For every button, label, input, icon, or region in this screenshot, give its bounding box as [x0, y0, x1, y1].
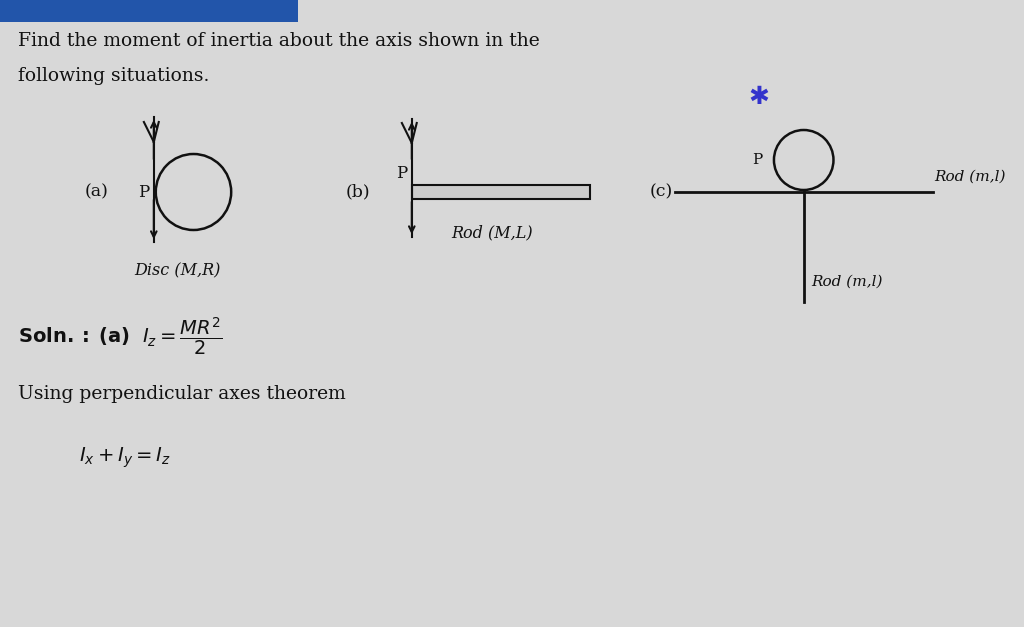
- Text: Using perpendicular axes theorem: Using perpendicular axes theorem: [17, 385, 346, 403]
- Text: Rod (M,L): Rod (M,L): [452, 224, 534, 241]
- Text: Find the moment of inertia about the axis shown in the: Find the moment of inertia about the axi…: [17, 32, 540, 50]
- Text: Rod (m,l): Rod (m,l): [812, 275, 883, 289]
- Text: following situations.: following situations.: [17, 67, 209, 85]
- Text: P: P: [752, 153, 762, 167]
- Text: $I_x + I_y = I_z$: $I_x + I_y = I_z$: [80, 445, 171, 470]
- Text: Rod (m,l): Rod (m,l): [935, 170, 1007, 184]
- Text: $\mathbf{Soln.:}$ $\mathbf{(a)}$  $I_z = \dfrac{MR^2}{2}$: $\mathbf{Soln.:}$ $\mathbf{(a)}$ $I_z = …: [17, 315, 222, 357]
- Text: (c): (c): [650, 184, 673, 201]
- Text: ✱: ✱: [749, 85, 770, 109]
- Text: (a): (a): [84, 184, 109, 201]
- Text: P: P: [395, 165, 407, 182]
- Text: Disc (M,R): Disc (M,R): [134, 262, 220, 279]
- FancyBboxPatch shape: [412, 185, 591, 199]
- FancyBboxPatch shape: [0, 0, 298, 22]
- Text: (b): (b): [345, 184, 370, 201]
- Text: P: P: [137, 184, 148, 201]
